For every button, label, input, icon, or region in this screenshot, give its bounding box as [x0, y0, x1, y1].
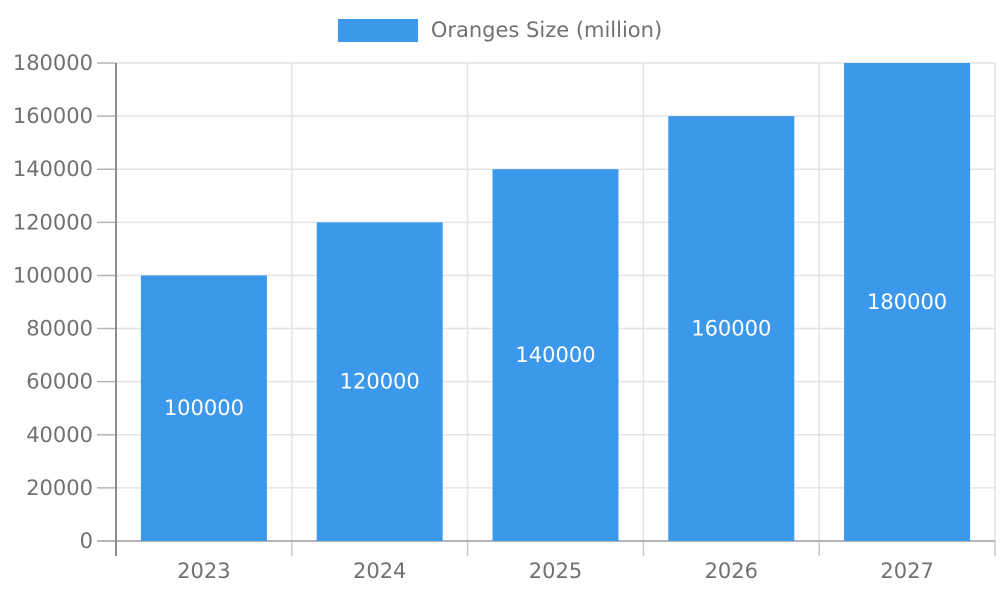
y-tick-label: 120000 [13, 210, 93, 234]
bar-2025[interactable] [492, 169, 619, 541]
y-tick-label: 100000 [13, 263, 93, 287]
bar-value-label: 100000 [164, 396, 244, 420]
y-tick-label: 40000 [26, 423, 93, 447]
bar-value-label: 160000 [691, 317, 771, 341]
y-tick-label: 140000 [13, 157, 93, 181]
bar-2024[interactable] [316, 222, 443, 542]
legend-swatch [337, 19, 418, 42]
y-tick-label: 180000 [13, 51, 93, 75]
bar-value-label: 140000 [515, 343, 595, 367]
y-tick-label: 20000 [26, 476, 93, 500]
x-tick-label: 2023 [177, 559, 230, 583]
legend-label: Oranges Size (million) [430, 18, 663, 42]
y-tick-label: 0 [80, 529, 93, 553]
y-tick-label: 80000 [26, 317, 93, 341]
x-tick-label: 2027 [880, 559, 933, 583]
x-tick-label: 2025 [529, 559, 582, 583]
bar-2023[interactable] [140, 275, 267, 541]
legend[interactable]: Oranges Size (million) [0, 19, 1000, 42]
bar-value-label: 180000 [867, 290, 947, 314]
bar-2026[interactable] [668, 116, 795, 541]
bar-2027[interactable] [844, 63, 971, 541]
x-tick-label: 2026 [705, 559, 758, 583]
bar-value-label: 120000 [340, 370, 420, 394]
y-tick-label: 160000 [13, 104, 93, 128]
y-tick-label: 60000 [26, 370, 93, 394]
x-tick-label: 2024 [353, 559, 406, 583]
